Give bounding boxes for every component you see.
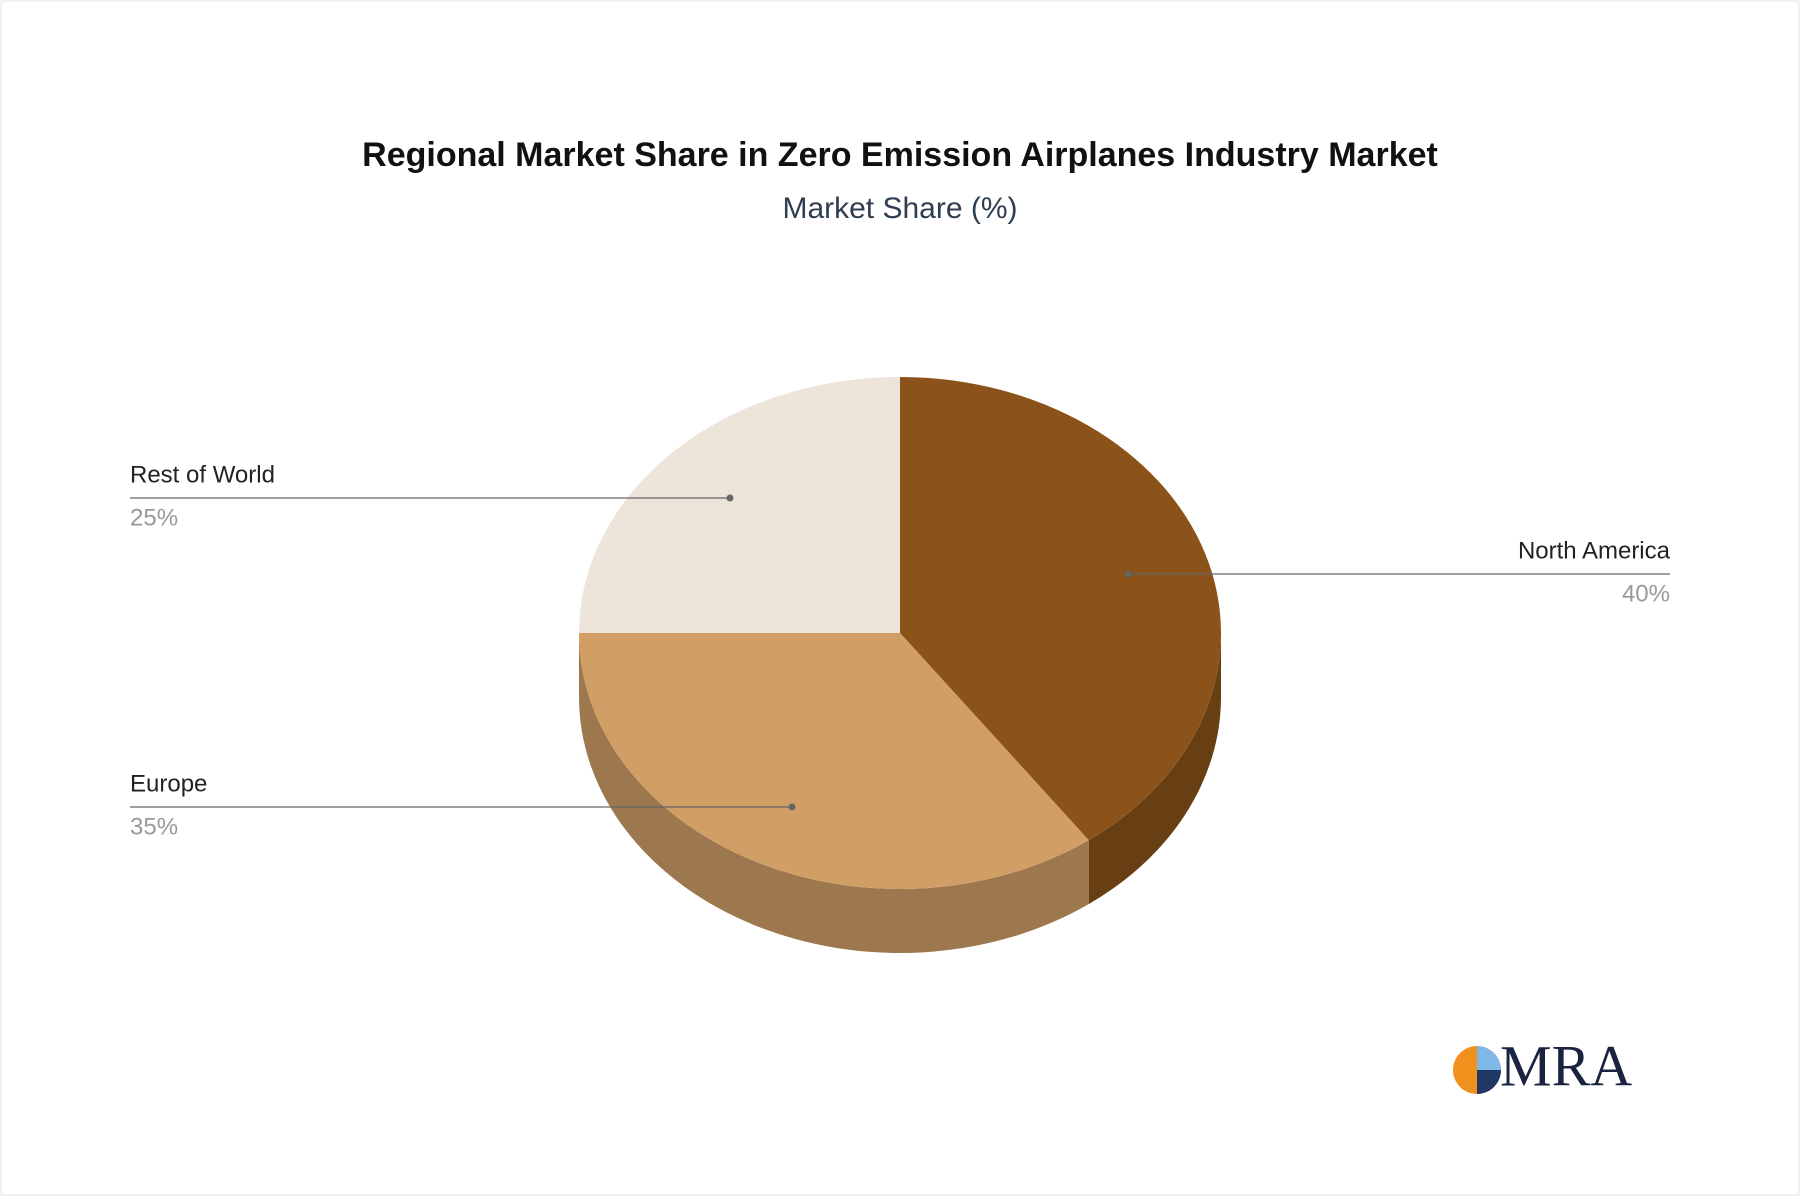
slice-label: Rest of World <box>130 461 275 488</box>
slice-label: North America <box>1518 537 1671 564</box>
logo-icon-part <box>1477 1070 1501 1094</box>
logo: MRA <box>1453 1033 1632 1098</box>
pie-slice <box>579 377 900 633</box>
chart-subtitle: Market Share (%) <box>782 192 1017 225</box>
pie-side <box>579 633 1089 953</box>
leader-dot <box>788 803 796 811</box>
value-label: 35% <box>130 813 178 840</box>
slice-label: Europe <box>130 770 207 797</box>
value-label: 25% <box>130 504 178 531</box>
pie-side <box>1088 633 1221 905</box>
pie-slice <box>900 377 1222 841</box>
logo-text: MRA <box>1500 1033 1632 1098</box>
value-label: 40% <box>1622 580 1670 607</box>
leader-dot <box>1124 570 1132 578</box>
leader-dot <box>726 494 734 502</box>
chart-title: Regional Market Share in Zero Emission A… <box>362 136 1438 174</box>
pie-slice <box>579 633 1089 889</box>
pie <box>579 377 1222 953</box>
logo-icon-part <box>1477 1046 1501 1070</box>
